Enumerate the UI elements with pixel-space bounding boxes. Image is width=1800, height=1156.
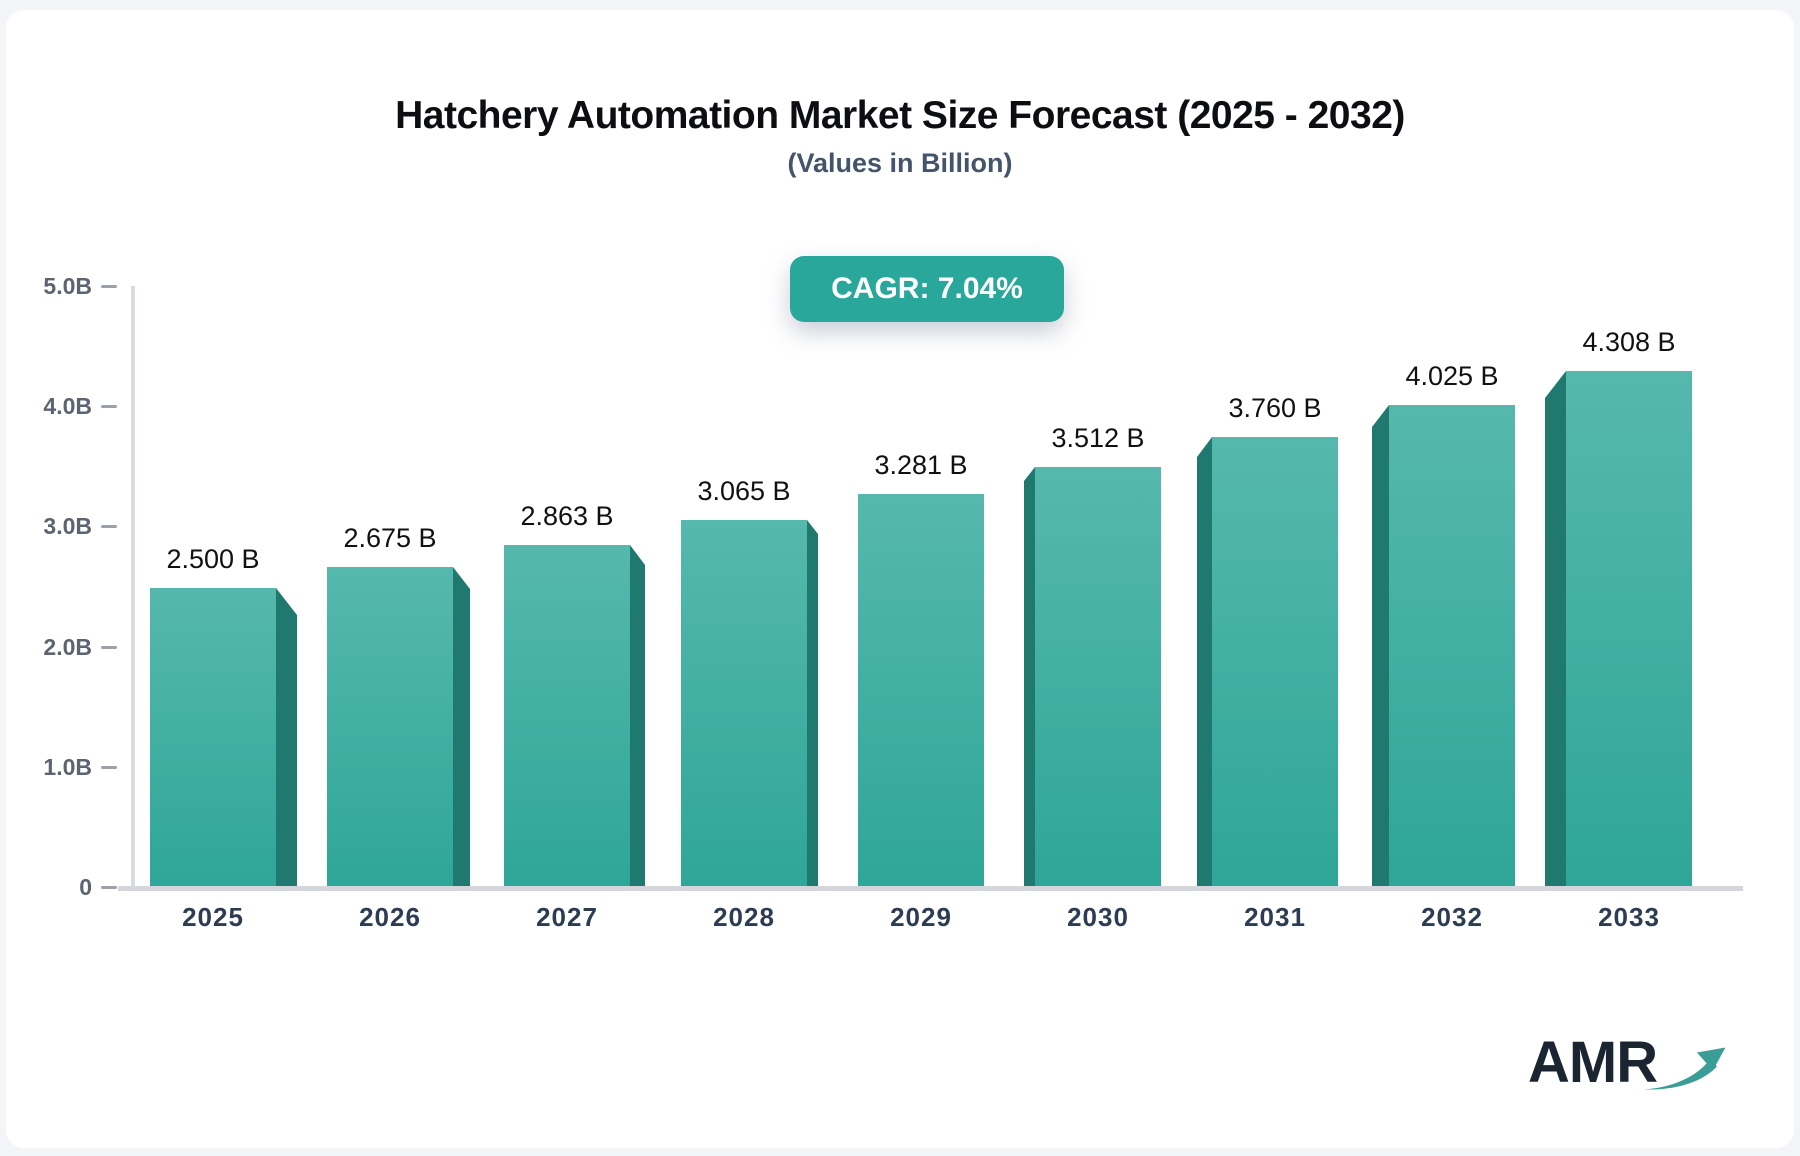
chart-subtitle: (Values in Billion) bbox=[787, 148, 1013, 178]
y-tick-mark bbox=[101, 525, 117, 529]
bar bbox=[327, 567, 453, 889]
x-axis-label: 2028 bbox=[713, 902, 775, 932]
y-tick-mark bbox=[101, 284, 117, 288]
y-axis-line bbox=[131, 286, 135, 888]
bar-side-panel bbox=[276, 588, 297, 889]
cagr-badge: CAGR: 7.04% bbox=[790, 256, 1064, 322]
bar-value-label: 3.512 B bbox=[1051, 423, 1145, 453]
bar-value-label: 4.308 B bbox=[1582, 327, 1676, 357]
y-tick-mark bbox=[101, 405, 117, 409]
x-axis-label: 2029 bbox=[890, 902, 952, 932]
bar-side-panel bbox=[453, 567, 470, 889]
y-tick-label: 3.0B bbox=[43, 513, 92, 540]
bar-side-panel bbox=[1024, 467, 1035, 889]
x-axis-label: 2025 bbox=[182, 902, 244, 932]
cagr-badge-label: CAGR: 7.04% bbox=[831, 272, 1023, 305]
bar bbox=[150, 588, 276, 889]
chart-title: Hatchery Automation Market Size Forecast… bbox=[395, 94, 1405, 137]
bar bbox=[681, 520, 807, 889]
bar bbox=[1212, 437, 1338, 889]
bar bbox=[1389, 405, 1515, 889]
y-tick-mark bbox=[101, 765, 117, 769]
amr-logo-text: AMR bbox=[1528, 1030, 1658, 1095]
x-axis-label: 2032 bbox=[1421, 902, 1483, 932]
bar-side-panel bbox=[1197, 437, 1212, 889]
x-axis-label: 2026 bbox=[359, 902, 421, 932]
y-tick-label: 4.0B bbox=[43, 393, 92, 420]
bar-value-label: 2.500 B bbox=[166, 544, 260, 574]
y-tick-label: 0 bbox=[79, 874, 92, 900]
bar-side-panel bbox=[807, 520, 818, 889]
y-tick-label: 5.0B bbox=[43, 272, 92, 299]
trend-up-arrow-icon bbox=[1644, 1047, 1726, 1090]
bar-value-label: 3.065 B bbox=[697, 476, 791, 506]
bar-value-label: 2.675 B bbox=[343, 523, 437, 553]
x-axis-label: 2027 bbox=[536, 902, 598, 932]
amr-logo: AMR bbox=[1528, 1032, 1728, 1112]
x-axis-label: 2031 bbox=[1244, 902, 1306, 932]
bar-value-label: 2.863 B bbox=[520, 501, 614, 531]
bar bbox=[1566, 371, 1692, 889]
bar-side-panel bbox=[1372, 405, 1389, 889]
bar-side-panel bbox=[1545, 371, 1566, 889]
bar bbox=[504, 545, 630, 889]
bar bbox=[858, 494, 984, 889]
y-tick-label: 1.0B bbox=[43, 753, 92, 780]
bar-value-label: 3.760 B bbox=[1228, 393, 1322, 423]
bar-side-panel bbox=[630, 545, 645, 889]
x-axis-label: 2033 bbox=[1598, 902, 1660, 932]
x-axis-label: 2030 bbox=[1067, 902, 1129, 932]
y-tick-mark bbox=[101, 886, 117, 889]
x-axis-line bbox=[118, 886, 1743, 891]
y-tick-label: 2.0B bbox=[43, 633, 92, 660]
bar bbox=[1035, 467, 1161, 889]
bar-value-label: 4.025 B bbox=[1405, 361, 1499, 391]
y-tick-mark bbox=[101, 645, 117, 649]
bar-value-label: 3.281 B bbox=[874, 450, 968, 480]
